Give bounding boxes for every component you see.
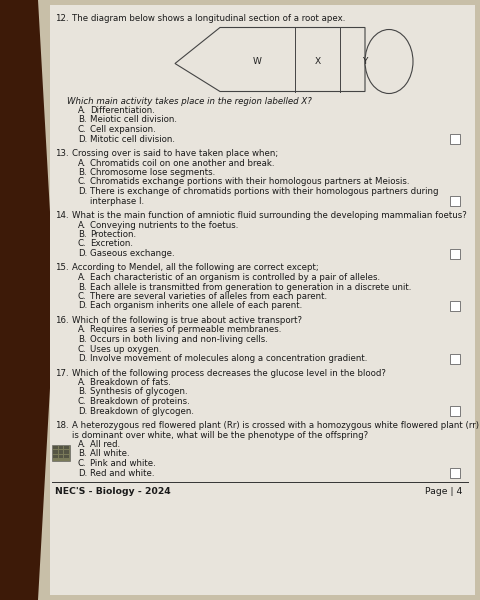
Text: 15.: 15. [55, 263, 69, 272]
Bar [64, 450, 69, 454]
Text: A.: A. [78, 440, 86, 449]
Text: interphase I.: interphase I. [90, 196, 144, 205]
Bar [59, 455, 63, 458]
Text: 12.: 12. [55, 14, 69, 23]
Text: Chromosome lose segments.: Chromosome lose segments. [90, 168, 215, 177]
Text: 18.: 18. [55, 421, 69, 430]
Text: Conveying nutrients to the foetus.: Conveying nutrients to the foetus. [90, 220, 239, 229]
Bar [53, 450, 58, 454]
Text: Synthesis of glycogen.: Synthesis of glycogen. [90, 388, 188, 397]
Text: B.: B. [78, 388, 86, 397]
Text: A.: A. [78, 106, 86, 115]
Text: C.: C. [78, 292, 86, 301]
Text: C.: C. [78, 459, 86, 468]
Text: X: X [314, 57, 321, 66]
Bar [450, 249, 460, 259]
Text: Excretion.: Excretion. [90, 239, 133, 248]
Text: B.: B. [78, 449, 86, 458]
Bar [53, 455, 58, 458]
Text: 16.: 16. [55, 316, 69, 325]
Text: A.: A. [78, 378, 86, 387]
Text: Cell expansion.: Cell expansion. [90, 125, 156, 134]
Text: Crossing over is said to have taken place when;: Crossing over is said to have taken plac… [72, 149, 278, 158]
Text: B.: B. [78, 115, 86, 124]
Text: D.: D. [78, 134, 87, 143]
Text: Each organism inherits one allele of each parent.: Each organism inherits one allele of eac… [90, 301, 302, 311]
Text: Gaseous exchange.: Gaseous exchange. [90, 249, 175, 258]
Text: Involve movement of molecules along a concentration gradient.: Involve movement of molecules along a co… [90, 354, 367, 363]
Text: Mitotic cell division.: Mitotic cell division. [90, 134, 175, 143]
Text: All red.: All red. [90, 440, 120, 449]
Text: Differentiation.: Differentiation. [90, 106, 155, 115]
Text: Which of the following is true about active transport?: Which of the following is true about act… [72, 316, 302, 325]
Text: D.: D. [78, 301, 87, 311]
Bar [53, 446, 58, 449]
Text: Which of the following process decreases the glucose level in the blood?: Which of the following process decreases… [72, 368, 386, 377]
Text: Each allele is transmitted from generation to generation in a discrete unit.: Each allele is transmitted from generati… [90, 283, 411, 292]
Bar [450, 301, 460, 311]
Text: Occurs in both living and non-living cells.: Occurs in both living and non-living cel… [90, 335, 268, 344]
Bar [450, 134, 460, 144]
Text: There is exchange of chromatids portions with their homologous partners during: There is exchange of chromatids portions… [90, 187, 439, 196]
Text: D.: D. [78, 354, 87, 363]
Text: Chromatids coil on one another and break.: Chromatids coil on one another and break… [90, 158, 275, 167]
Bar [64, 455, 69, 458]
Text: What is the main function of amniotic fluid surrounding the developing mammalian: What is the main function of amniotic fl… [72, 211, 467, 220]
Ellipse shape [365, 29, 413, 94]
Bar [64, 446, 69, 449]
Text: D.: D. [78, 249, 87, 258]
Text: B.: B. [78, 168, 86, 177]
Text: W: W [253, 57, 262, 66]
Text: The diagram below shows a longitudinal section of a root apex.: The diagram below shows a longitudinal s… [72, 14, 346, 23]
Text: A.: A. [78, 325, 86, 335]
Bar [450, 354, 460, 364]
Text: Meiotic cell division.: Meiotic cell division. [90, 115, 177, 124]
Bar [59, 450, 63, 454]
Text: C.: C. [78, 397, 86, 406]
Bar [450, 406, 460, 416]
Text: Red and white.: Red and white. [90, 469, 155, 478]
Text: 13.: 13. [55, 149, 69, 158]
Text: Pink and white.: Pink and white. [90, 459, 156, 468]
Text: D.: D. [78, 469, 87, 478]
Bar [59, 446, 63, 449]
Bar [50, 5, 475, 595]
Text: Each characteristic of an organism is controlled by a pair of alleles.: Each characteristic of an organism is co… [90, 273, 380, 282]
Text: A heterozygous red flowered plant (Rr) is crossed with a homozygous white flower: A heterozygous red flowered plant (Rr) i… [72, 421, 480, 430]
Text: Breakdown of fats.: Breakdown of fats. [90, 378, 171, 387]
Polygon shape [175, 28, 365, 91]
Text: Chromatids exchange portions with their homologous partners at Meiosis.: Chromatids exchange portions with their … [90, 178, 409, 187]
Text: A.: A. [78, 220, 86, 229]
Text: NEC'S - Biology - 2024: NEC'S - Biology - 2024 [55, 487, 171, 496]
Text: Uses up oxygen.: Uses up oxygen. [90, 344, 161, 353]
Text: C.: C. [78, 178, 86, 187]
Text: Y: Y [362, 57, 367, 66]
Text: Breakdown of proteins.: Breakdown of proteins. [90, 397, 190, 406]
Text: Requires a series of permeable membranes.: Requires a series of permeable membranes… [90, 325, 281, 335]
Bar [450, 468, 460, 478]
Text: is dominant over white, what will be the phenotype of the offspring?: is dominant over white, what will be the… [72, 431, 368, 439]
Bar [450, 196, 460, 206]
Text: There are several varieties of alleles from each parent.: There are several varieties of alleles f… [90, 292, 327, 301]
Text: 14.: 14. [55, 211, 69, 220]
Text: D.: D. [78, 187, 87, 196]
Text: Page | 4: Page | 4 [425, 487, 462, 496]
Text: A.: A. [78, 158, 86, 167]
Bar [52, 445, 70, 461]
Text: B.: B. [78, 230, 86, 239]
Text: All white.: All white. [90, 449, 130, 458]
Text: Which main activity takes place in the region labelled X?: Which main activity takes place in the r… [67, 97, 312, 106]
Text: C.: C. [78, 344, 86, 353]
Text: C.: C. [78, 125, 86, 134]
Text: C.: C. [78, 239, 86, 248]
Text: According to Mendel, all the following are correct except;: According to Mendel, all the following a… [72, 263, 319, 272]
Text: B.: B. [78, 335, 86, 344]
Text: B.: B. [78, 283, 86, 292]
Polygon shape [0, 0, 55, 600]
Text: Breakdown of glycogen.: Breakdown of glycogen. [90, 407, 194, 415]
Text: 17.: 17. [55, 368, 69, 377]
Text: D.: D. [78, 407, 87, 415]
Text: A.: A. [78, 273, 86, 282]
Text: Protection.: Protection. [90, 230, 136, 239]
